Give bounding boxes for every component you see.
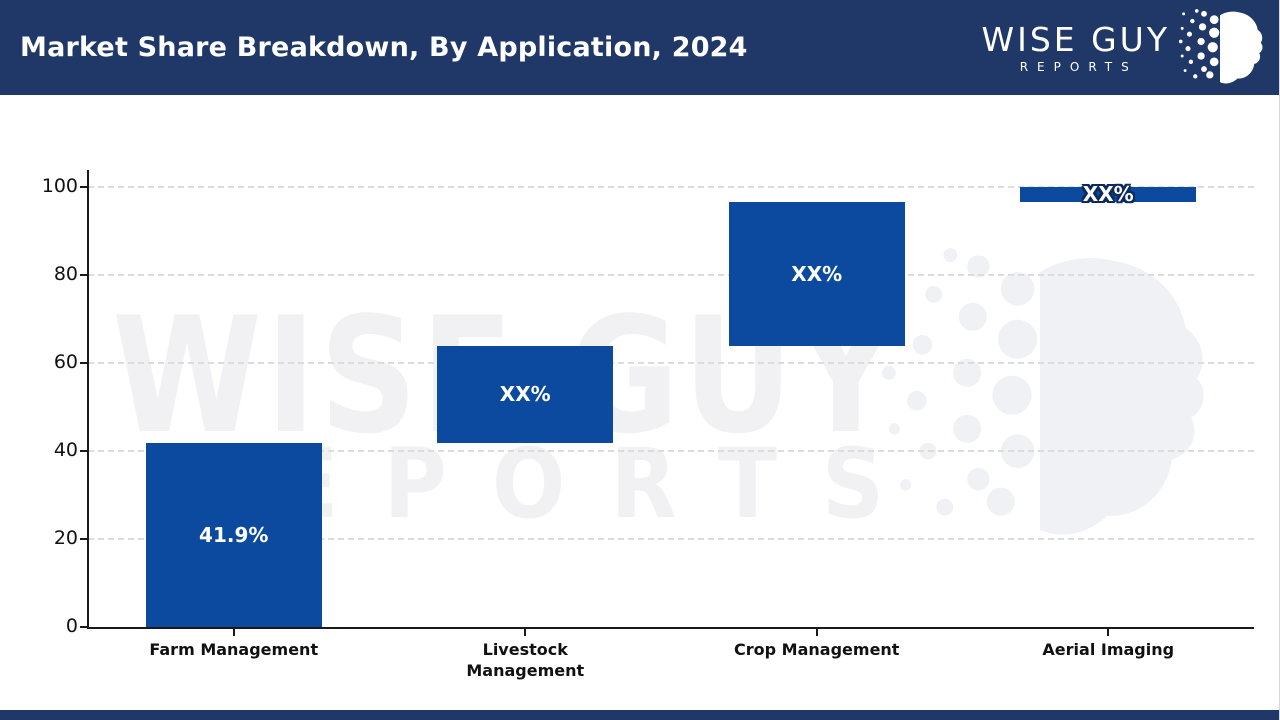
y-tick-label-20: 20 (53, 527, 78, 549)
bar-value-label-farm-management: 41.9% (199, 522, 269, 547)
x-category-label-farm-management: Farm Management (149, 640, 319, 659)
bar-aerial-imaging (1020, 187, 1197, 202)
x-category-label-livestock-management: Livestock Management (466, 640, 585, 680)
logo-reports-text: REPORTS (1019, 60, 1138, 75)
y-axis-line (87, 170, 89, 628)
chart-title: Market Share Breakdown, By Application, … (20, 32, 748, 63)
x-category-label-crop-management: Crop Management (734, 640, 900, 659)
x-category-label-aerial-imaging: Aerial Imaging (1042, 640, 1175, 659)
bar-value-label-crop-management: XX% (791, 261, 843, 286)
gridline-40 (88, 450, 1254, 452)
y-tick-label-80: 80 (53, 263, 78, 285)
y-tick-60 (80, 362, 88, 364)
bar-farm-management (145, 442, 322, 627)
gridline-20 (88, 538, 1254, 540)
footer-bar (0, 710, 1279, 720)
y-tick-40 (80, 450, 88, 452)
x-tick-livestock-management (524, 628, 527, 636)
logo-face-icon (1178, 9, 1263, 84)
logo-wiseguy-text: WISE GUY (981, 19, 1170, 59)
x-tick-aerial-imaging (1107, 628, 1110, 636)
wise-guy-logo: WISE GUY REPORTS (981, 8, 1266, 88)
bar-value-label-livestock-management: XX% (499, 382, 551, 407)
y-tick-0 (80, 626, 88, 628)
watermark-face-icon (881, 248, 1204, 535)
y-tick-label-0: 0 (65, 615, 78, 637)
x-tick-farm-management (232, 628, 235, 636)
y-tick-100 (80, 186, 88, 188)
bar-crop-management (728, 201, 905, 346)
x-tick-crop-management (815, 628, 818, 636)
y-tick-label-100: 100 (41, 175, 78, 197)
y-tick-label-60: 60 (53, 351, 78, 373)
logo-text: WISE GUY REPORTS (981, 19, 1170, 75)
gridline-60 (88, 362, 1254, 364)
y-tick-20 (80, 538, 88, 540)
x-axis-line (87, 627, 1254, 629)
gridline-80 (88, 274, 1254, 276)
y-tick-80 (80, 274, 88, 276)
header-bar: Market Share Breakdown, By Application, … (0, 0, 1279, 95)
gridline-100 (88, 186, 1254, 188)
bar-value-label-aerial-imaging: XX% (1082, 182, 1134, 207)
y-tick-label-40: 40 (53, 439, 78, 461)
bar-livestock-management (437, 345, 614, 443)
